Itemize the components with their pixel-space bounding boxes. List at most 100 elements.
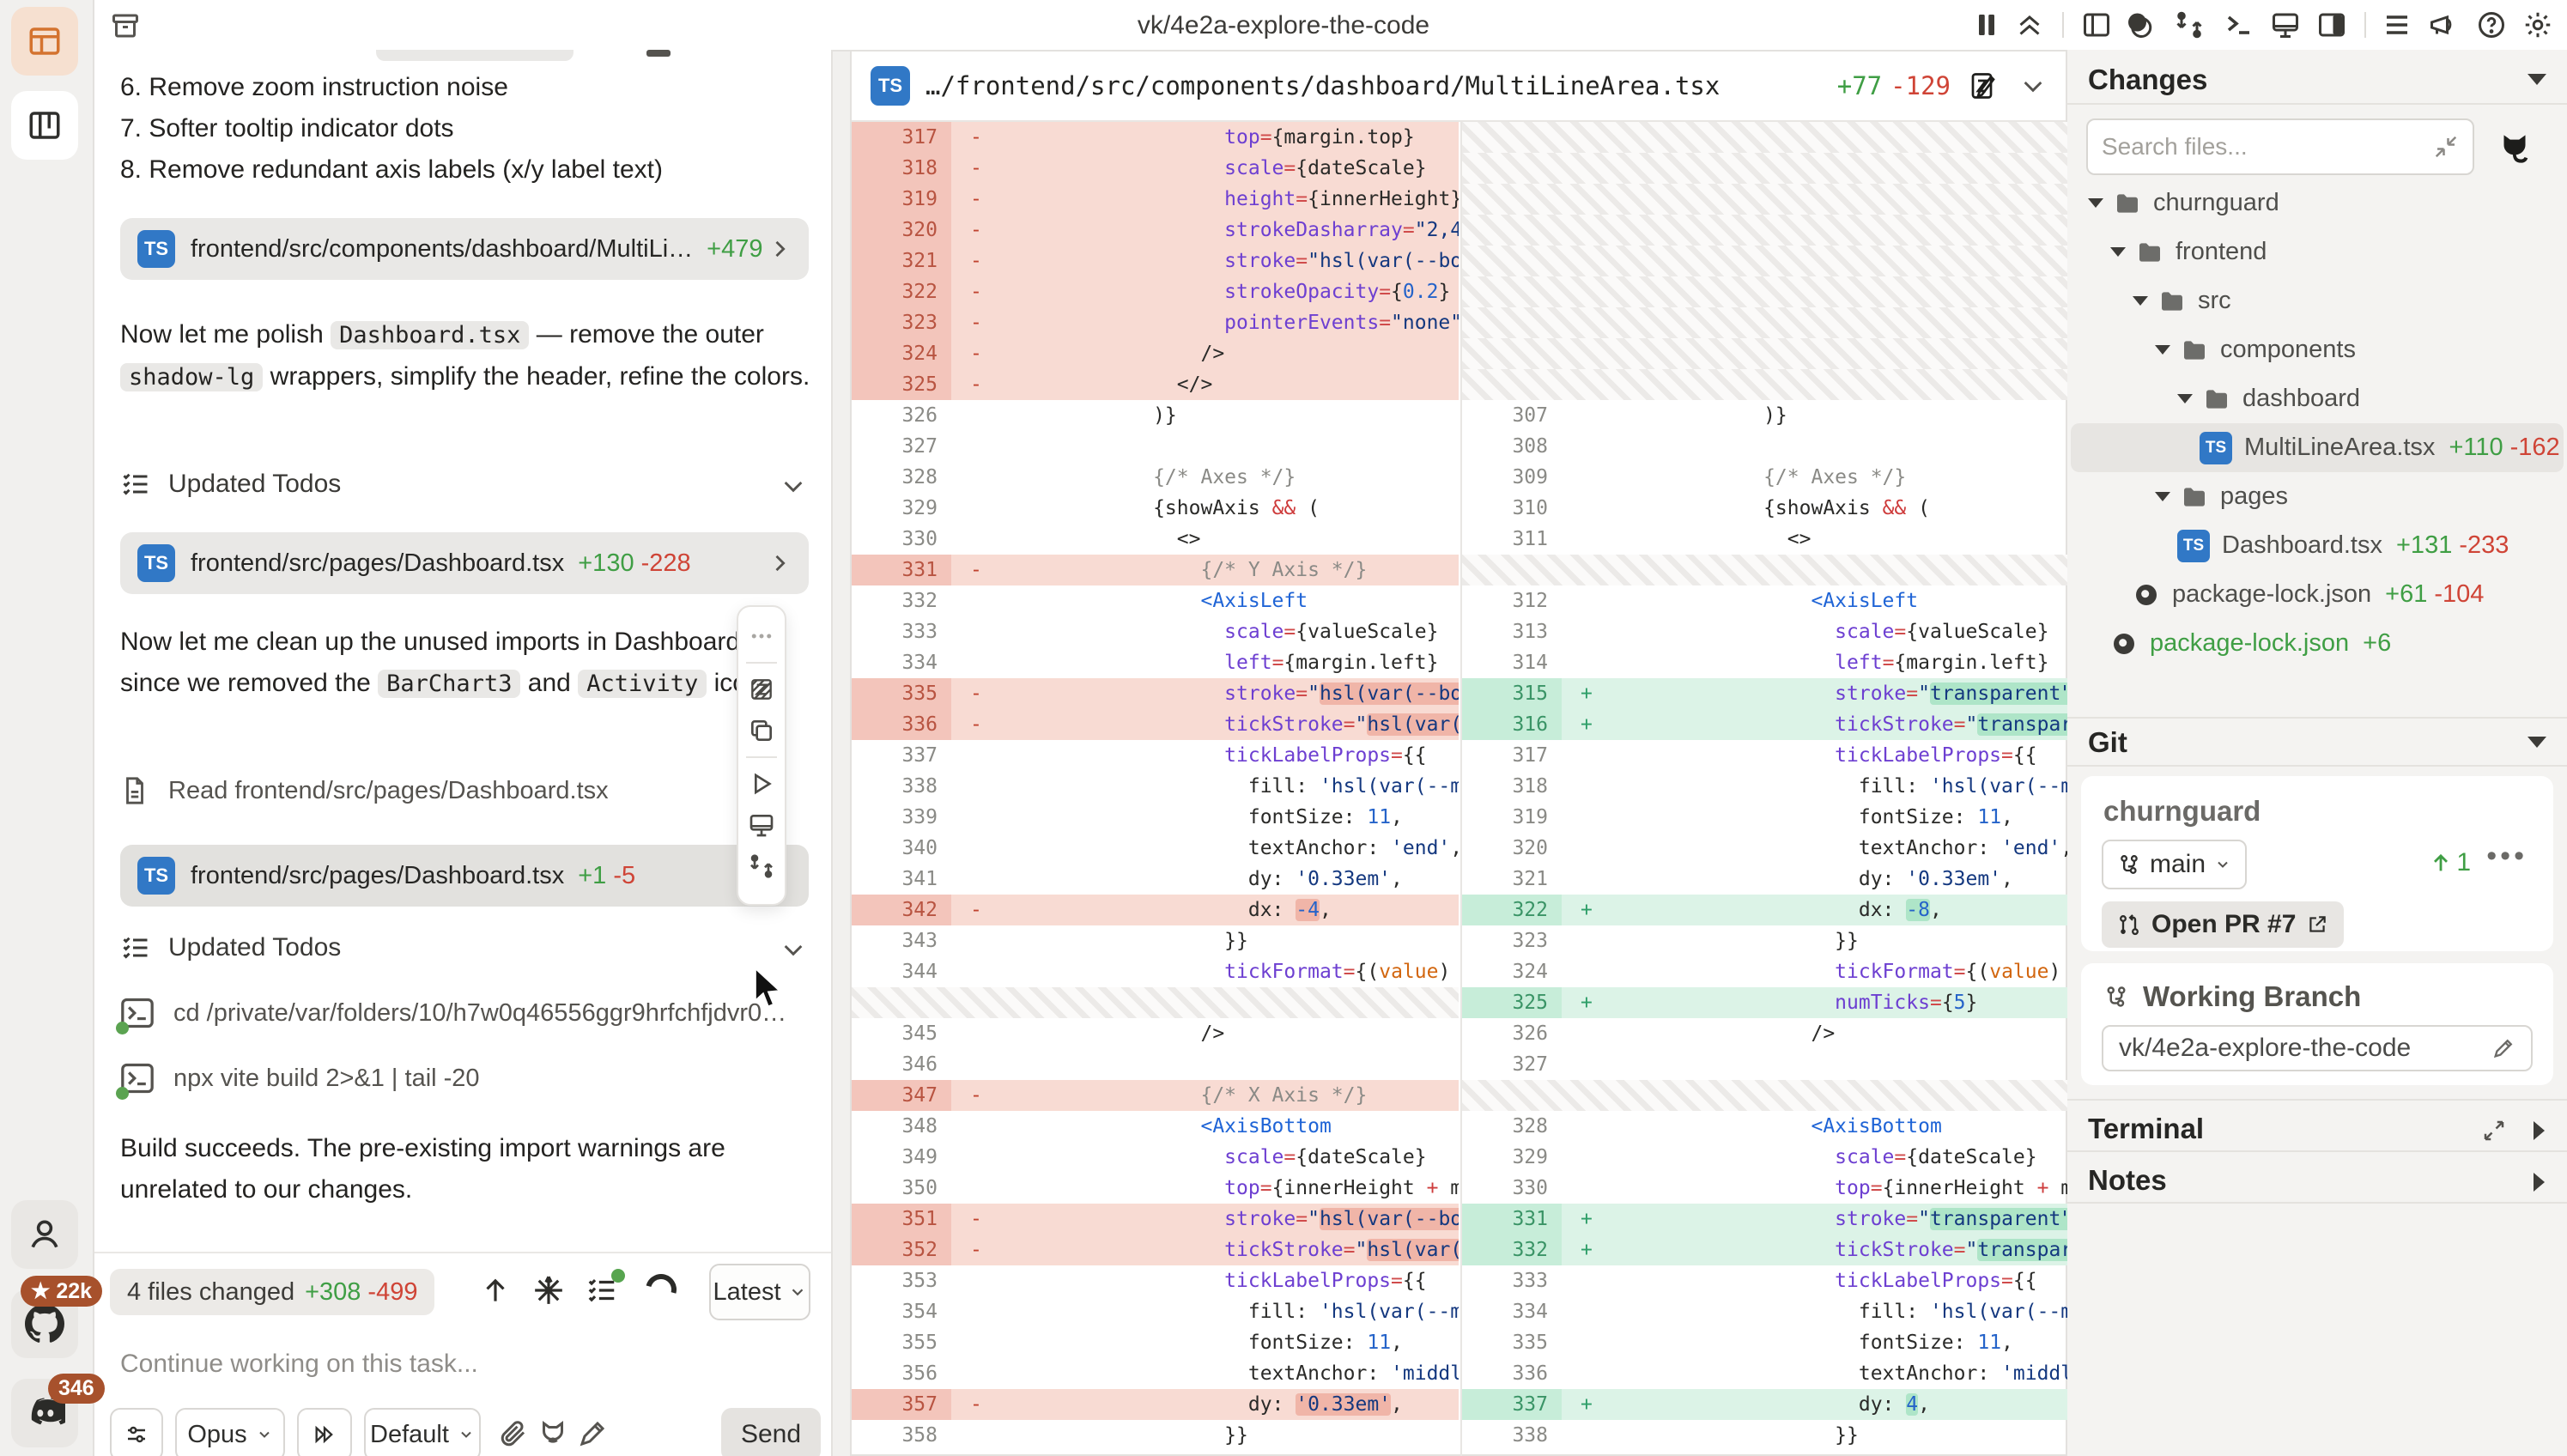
diff-line: 320 textAnchor: 'end', — [1462, 833, 2067, 864]
diff-stamp-icon[interactable] — [747, 675, 776, 704]
files-changed-chip[interactable]: 4 files changed +308 -499 — [110, 1269, 434, 1315]
diff-stamp-icon[interactable] — [1968, 70, 1999, 101]
rail-account-button[interactable] — [11, 1200, 78, 1269]
changes-section-header[interactable]: Changes — [2088, 64, 2207, 96]
settings-gear-icon[interactable] — [2522, 9, 2553, 40]
message-input[interactable]: Continue working on this task... — [120, 1350, 478, 1379]
tree-caret-icon[interactable] — [2133, 296, 2148, 306]
burst-icon[interactable] — [532, 1274, 567, 1308]
cat-filter-icon[interactable] — [2493, 127, 2536, 170]
shrink-icon[interactable] — [2433, 134, 2459, 160]
chevron-down-icon[interactable] — [780, 472, 807, 500]
tree-item-package-lock-json[interactable]: package-lock.json+6 — [2071, 619, 2564, 668]
typescript-file-icon: TS — [871, 66, 910, 106]
working-branch-input[interactable]: vk/4e2a-explore-the-code — [2102, 1025, 2533, 1071]
diff-line: 346 — [852, 1049, 1459, 1080]
tree-caret-icon[interactable] — [2110, 247, 2126, 257]
diff-line: 326 /> — [1462, 1018, 2067, 1049]
notes-section-header[interactable]: Notes — [2088, 1164, 2167, 1197]
attach-paperclip-icon[interactable] — [498, 1418, 532, 1453]
todo-list-status-icon[interactable] — [586, 1274, 620, 1308]
scroll-up-icon[interactable] — [479, 1274, 513, 1308]
app-window: vk/4e2a-explore-the-code — [0, 0, 2567, 1456]
diff-line: 331+ stroke="transparent" — [1462, 1204, 2067, 1235]
copy-icon[interactable] — [747, 716, 776, 745]
toolbar-divider — [746, 756, 777, 758]
archive-icon[interactable] — [110, 10, 141, 41]
terminal-section-header[interactable]: Terminal — [2088, 1113, 2204, 1145]
tree-item-src[interactable]: src — [2071, 276, 2564, 325]
drag-handle-dots-icon[interactable] — [747, 622, 776, 651]
mode-dropdown[interactable]: Default — [364, 1408, 481, 1456]
help-icon[interactable] — [2476, 9, 2507, 40]
send-button[interactable]: Send — [721, 1408, 821, 1456]
updated-todos-row[interactable]: Updated Todos — [120, 932, 341, 963]
panel-right-icon[interactable] — [2316, 9, 2347, 40]
diff-line: 336 textAnchor: 'middle', — [1462, 1358, 2067, 1389]
tree-item-multilinearea-tsx[interactable]: TSMultiLineArea.tsx+110-162 — [2071, 423, 2564, 472]
tree-item-dashboard-tsx[interactable]: TSDashboard.tsx+131-233 — [2071, 521, 2564, 570]
diff-line: 324- /> — [852, 338, 1459, 369]
terminal-command-icon — [120, 998, 155, 1028]
chevron-right-icon — [768, 237, 792, 261]
open-pr-button[interactable]: Open PR #7 — [2102, 901, 2344, 948]
rail-layout-button[interactable] — [11, 7, 78, 76]
branch-dropdown[interactable]: main — [2102, 840, 2247, 889]
typescript-file-icon: TS — [137, 857, 175, 895]
pause-icon[interactable] — [1971, 9, 2002, 40]
megaphone-icon[interactable] — [2428, 9, 2459, 40]
pen-icon[interactable] — [577, 1418, 611, 1453]
chevron-down-icon[interactable] — [780, 936, 807, 963]
git-compare-icon[interactable] — [747, 852, 776, 881]
file-search-input[interactable]: Search files... — [2086, 118, 2474, 175]
tree-item-package-lock-json[interactable]: package-lock.json+61-104 — [2071, 570, 2564, 619]
terminal-command-row[interactable]: cd /private/var/folders/10/h7w0q46556ggr… — [120, 998, 786, 1028]
git-compare-icon[interactable] — [2174, 9, 2205, 40]
file-chip-deletions: -5 — [613, 862, 635, 890]
collapse-all-icon[interactable] — [2014, 9, 2045, 40]
rail-board-button[interactable] — [11, 91, 78, 160]
json-file-icon — [2110, 630, 2138, 658]
updated-todos-row[interactable]: Updated Todos — [120, 469, 341, 500]
theme-contrast-icon[interactable] — [2126, 9, 2157, 40]
tree-item-churnguard[interactable]: churnguard — [2071, 179, 2564, 228]
divider — [2067, 103, 2567, 105]
fast-forward-button[interactable] — [297, 1408, 352, 1456]
cat-icon[interactable] — [537, 1418, 572, 1453]
diff-line: 332+ tickStroke="transparent" — [1462, 1235, 2067, 1265]
tree-caret-icon[interactable] — [2177, 394, 2193, 403]
file-change-chip[interactable]: TS frontend/src/components/dashboard/Mul… — [120, 218, 809, 280]
terminal-icon[interactable] — [2224, 9, 2254, 40]
monitor-icon[interactable] — [2270, 9, 2301, 40]
collapse-caret-icon[interactable] — [2528, 737, 2546, 748]
tree-item-pages[interactable]: pages — [2071, 472, 2564, 521]
play-icon[interactable] — [747, 769, 776, 798]
file-change-chip[interactable]: TS frontend/src/pages/Dashboard.tsx +130… — [120, 532, 809, 594]
tree-item-dashboard[interactable]: dashboard — [2071, 374, 2564, 423]
composer-settings-button[interactable] — [110, 1408, 163, 1456]
menu-icon[interactable] — [2382, 9, 2412, 40]
expand-icon[interactable] — [2481, 1118, 2507, 1144]
monitor-icon[interactable] — [747, 810, 776, 840]
expand-caret-icon[interactable] — [2534, 1121, 2545, 1140]
terminal-command-row[interactable]: npx vite build 2>&1 | tail -20 — [120, 1063, 480, 1094]
tree-caret-icon[interactable] — [2155, 492, 2170, 501]
expand-caret-icon[interactable] — [2534, 1173, 2545, 1192]
tree-item-components[interactable]: components — [2071, 325, 2564, 374]
diff-line: 348 <AxisBottom — [852, 1111, 1459, 1142]
model-dropdown[interactable]: Opus — [175, 1408, 285, 1456]
chevron-down-icon[interactable] — [2019, 72, 2047, 100]
latest-dropdown[interactable]: Latest — [709, 1264, 810, 1320]
read-file-row[interactable]: Read frontend/src/pages/Dashboard.tsx — [120, 776, 609, 805]
tree-caret-icon[interactable] — [2088, 198, 2103, 208]
tree-caret-icon[interactable] — [2155, 345, 2170, 355]
tree-item-frontend[interactable]: frontend — [2071, 228, 2564, 276]
file-change-chip[interactable]: TS frontend/src/pages/Dashboard.tsx +1 -… — [120, 845, 809, 907]
panel-left-icon[interactable] — [2081, 9, 2112, 40]
git-section-header[interactable]: Git — [2088, 726, 2127, 759]
collapse-caret-icon[interactable] — [2528, 74, 2546, 85]
divider — [2067, 1202, 2567, 1204]
diff-gap-row — [1462, 184, 2067, 215]
folder-icon — [2181, 483, 2208, 511]
more-options-button[interactable]: ••• — [2486, 840, 2528, 873]
